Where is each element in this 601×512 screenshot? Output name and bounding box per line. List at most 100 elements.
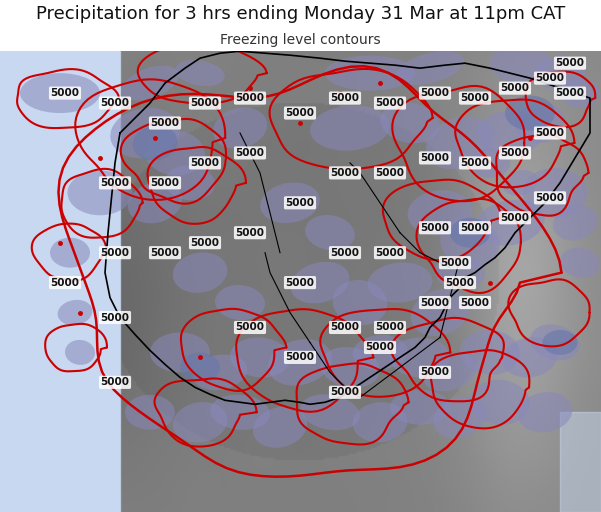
Text: 5000: 5000 xyxy=(421,223,450,233)
Ellipse shape xyxy=(305,215,355,250)
Text: 5000: 5000 xyxy=(535,128,564,138)
Ellipse shape xyxy=(180,352,220,382)
Ellipse shape xyxy=(290,262,349,304)
Text: 5000: 5000 xyxy=(421,88,450,98)
Text: 5000: 5000 xyxy=(376,168,404,178)
Ellipse shape xyxy=(560,78,600,108)
Text: 5000: 5000 xyxy=(376,248,404,258)
Text: 5000: 5000 xyxy=(365,343,394,352)
Ellipse shape xyxy=(325,56,415,91)
Text: 5000: 5000 xyxy=(555,88,585,98)
Ellipse shape xyxy=(380,103,440,143)
Ellipse shape xyxy=(20,73,100,113)
Text: 5000: 5000 xyxy=(421,368,450,377)
Text: 5000: 5000 xyxy=(236,93,264,103)
Ellipse shape xyxy=(435,255,485,290)
Ellipse shape xyxy=(490,43,550,83)
Text: 5000: 5000 xyxy=(460,158,489,168)
Ellipse shape xyxy=(396,51,464,85)
Ellipse shape xyxy=(332,280,388,325)
Ellipse shape xyxy=(210,395,270,430)
Ellipse shape xyxy=(470,148,510,178)
Ellipse shape xyxy=(410,289,469,336)
Ellipse shape xyxy=(253,407,307,448)
Text: 5000: 5000 xyxy=(421,153,450,163)
Text: 5000: 5000 xyxy=(331,248,359,258)
Ellipse shape xyxy=(128,182,182,223)
Ellipse shape xyxy=(121,66,178,100)
Ellipse shape xyxy=(368,263,433,303)
Ellipse shape xyxy=(310,105,390,151)
Ellipse shape xyxy=(213,108,267,148)
Ellipse shape xyxy=(505,96,555,131)
Ellipse shape xyxy=(320,347,380,388)
Ellipse shape xyxy=(433,396,487,438)
Ellipse shape xyxy=(475,200,545,246)
Ellipse shape xyxy=(58,300,93,325)
Text: 5000: 5000 xyxy=(100,178,129,188)
Ellipse shape xyxy=(424,353,477,391)
Text: 5000: 5000 xyxy=(460,297,489,308)
Text: 5000: 5000 xyxy=(331,387,359,397)
Text: 5000: 5000 xyxy=(191,98,219,108)
Text: 5000: 5000 xyxy=(460,93,489,103)
Ellipse shape xyxy=(553,205,597,241)
Ellipse shape xyxy=(268,339,332,386)
Text: 5000: 5000 xyxy=(150,118,180,128)
Text: 5000: 5000 xyxy=(331,93,359,103)
Ellipse shape xyxy=(353,402,407,442)
Ellipse shape xyxy=(478,111,543,156)
Ellipse shape xyxy=(145,131,205,176)
Ellipse shape xyxy=(441,218,499,268)
Polygon shape xyxy=(0,51,120,512)
Text: 5000: 5000 xyxy=(236,148,264,158)
Ellipse shape xyxy=(407,190,472,236)
Ellipse shape xyxy=(260,182,320,223)
Text: 5000: 5000 xyxy=(555,58,585,68)
Ellipse shape xyxy=(150,332,210,372)
Ellipse shape xyxy=(502,337,557,378)
Ellipse shape xyxy=(165,165,215,200)
Ellipse shape xyxy=(560,247,600,278)
Ellipse shape xyxy=(503,170,537,196)
Text: 5000: 5000 xyxy=(445,278,475,288)
Ellipse shape xyxy=(426,117,494,169)
Text: 5000: 5000 xyxy=(191,158,219,168)
Ellipse shape xyxy=(110,108,180,158)
Ellipse shape xyxy=(543,330,578,355)
Text: 5000: 5000 xyxy=(150,248,180,258)
Text: 5000: 5000 xyxy=(460,223,489,233)
Text: 5000: 5000 xyxy=(331,323,359,332)
Ellipse shape xyxy=(517,392,572,433)
Text: 5000: 5000 xyxy=(535,193,564,203)
Ellipse shape xyxy=(65,340,95,365)
Ellipse shape xyxy=(172,252,227,293)
Text: 5000: 5000 xyxy=(50,88,79,98)
Text: 5000: 5000 xyxy=(285,352,314,362)
Text: 5000: 5000 xyxy=(191,238,219,248)
Ellipse shape xyxy=(300,394,360,430)
Text: 5000: 5000 xyxy=(501,213,529,223)
Text: 5000: 5000 xyxy=(285,278,314,288)
Ellipse shape xyxy=(390,337,450,377)
Ellipse shape xyxy=(531,325,579,360)
Ellipse shape xyxy=(67,170,132,215)
Text: 5000: 5000 xyxy=(285,108,314,118)
Ellipse shape xyxy=(175,60,225,86)
Text: 5000: 5000 xyxy=(150,178,180,188)
Ellipse shape xyxy=(535,56,585,91)
Text: 5000: 5000 xyxy=(285,198,314,208)
Ellipse shape xyxy=(470,380,530,425)
Text: 5000: 5000 xyxy=(441,258,469,268)
Text: 5000: 5000 xyxy=(236,228,264,238)
Ellipse shape xyxy=(172,402,227,442)
Ellipse shape xyxy=(125,395,175,430)
Text: 5000: 5000 xyxy=(100,98,129,108)
Ellipse shape xyxy=(50,238,90,268)
Ellipse shape xyxy=(230,337,290,377)
Text: 5000: 5000 xyxy=(501,83,529,93)
Text: 5000: 5000 xyxy=(100,312,129,323)
Text: Precipitation for 3 hrs ending Monday 31 Mar at 11pm CAT: Precipitation for 3 hrs ending Monday 31… xyxy=(36,5,565,24)
Ellipse shape xyxy=(515,103,565,143)
Text: 5000: 5000 xyxy=(421,297,450,308)
